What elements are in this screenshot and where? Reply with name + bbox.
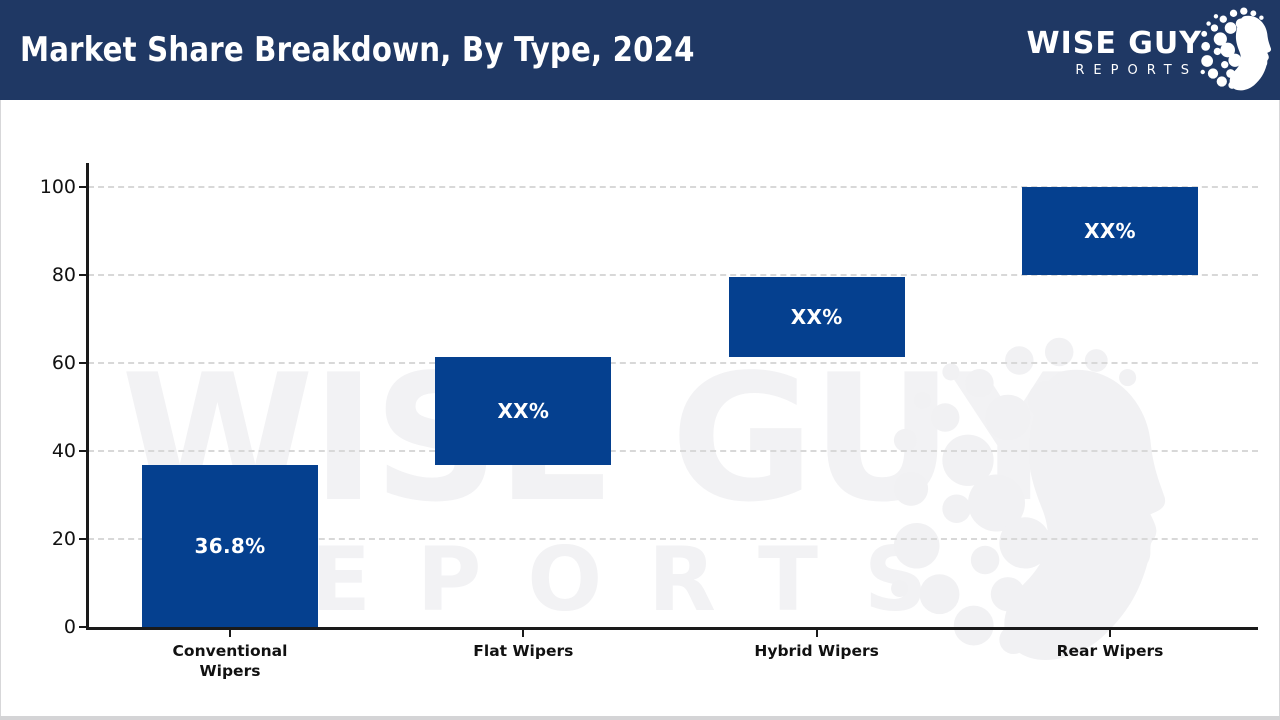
x-tickmark-2 bbox=[522, 629, 525, 637]
brand-logo: WISE GUY REPORTS bbox=[1026, 0, 1272, 100]
gridline-y100 bbox=[88, 186, 1258, 188]
x-tickmark-3 bbox=[815, 629, 818, 637]
logo-wordmark: WISE GUY bbox=[1026, 26, 1202, 61]
x-tick-label-2: Flat Wipers bbox=[473, 642, 574, 660]
bar-2: XX% bbox=[435, 356, 612, 466]
bar-1: 36.8% bbox=[142, 465, 318, 627]
y-tick-label-80: 80 bbox=[51, 264, 76, 286]
y-tickmark-20 bbox=[79, 538, 87, 540]
x-tickmark-1 bbox=[229, 629, 231, 637]
y-tickmark-0 bbox=[79, 626, 87, 628]
chart-title: Market Share Breakdown, By Type, 2024 bbox=[20, 30, 695, 70]
bar-4: XX% bbox=[1021, 187, 1198, 275]
y-tick-label-20: 20 bbox=[51, 528, 76, 550]
y-tick-label-0: 0 bbox=[63, 616, 76, 638]
x-tick-label-4: Rear Wipers bbox=[1056, 642, 1164, 660]
logo-subtext: REPORTS bbox=[1075, 63, 1198, 78]
gridline-y40 bbox=[88, 450, 1258, 452]
y-tick-label-100: 100 bbox=[39, 176, 76, 198]
header: Market Share Breakdown, By Type, 2024 WI… bbox=[0, 0, 1280, 100]
gridline-y60 bbox=[88, 362, 1258, 364]
bar-value-label: 36.8% bbox=[194, 534, 266, 559]
y-axis-spine bbox=[86, 163, 89, 630]
y-tick-label-60: 60 bbox=[51, 352, 76, 374]
y-tickmark-80 bbox=[79, 274, 87, 276]
bottom-divider bbox=[0, 716, 1280, 720]
x-tickmark-4 bbox=[1108, 629, 1111, 637]
gridline-y20 bbox=[88, 538, 1258, 540]
bar-value-label: XX% bbox=[1084, 219, 1136, 243]
x-axis-spine bbox=[86, 627, 1258, 630]
gridline-y80 bbox=[88, 274, 1258, 276]
x-tick-label-3: Hybrid Wipers bbox=[754, 642, 879, 660]
bar-value-label: XX% bbox=[790, 304, 843, 329]
bar-3: XX% bbox=[728, 276, 905, 357]
y-tickmark-100 bbox=[79, 186, 87, 188]
y-tickmark-40 bbox=[79, 450, 87, 452]
x-tick-label-1: Conventional Wipers bbox=[172, 642, 288, 680]
y-tickmark-60 bbox=[79, 362, 87, 364]
bar-value-label: XX% bbox=[497, 398, 550, 423]
y-tick-label-40: 40 bbox=[51, 440, 76, 462]
